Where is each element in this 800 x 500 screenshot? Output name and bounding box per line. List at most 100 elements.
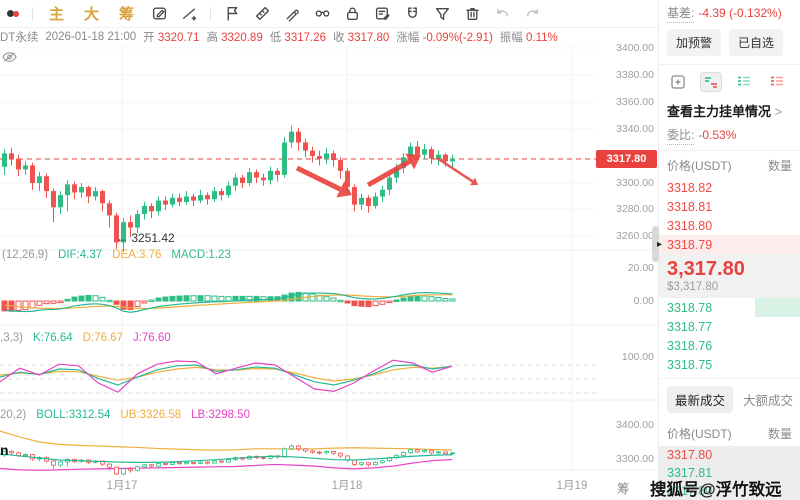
basis-row: 基差: -4.39 (-0.132%): [659, 0, 800, 27]
trend-line-icon[interactable]: [174, 2, 204, 26]
favorited-button[interactable]: 已自选: [729, 29, 784, 56]
drawing-toolbar: 主 大 筹: [0, 0, 660, 28]
ask-row[interactable]: 3318.82: [667, 180, 713, 195]
tab-chips[interactable]: 筹: [119, 6, 135, 23]
order-book-panel: 基差: -4.39 (-0.132%) 加预警 已自选 查看主力挂单情况 > 委比…: [658, 0, 800, 500]
low-value: 3317.26: [284, 32, 326, 44]
eye-slash-icon[interactable]: [2, 50, 17, 68]
axis-label: 20.00: [627, 262, 654, 274]
boll-labels: 20,2) BOLL:3312.54 UB:3326.58 LB:3298.50: [0, 409, 250, 421]
candle-datetime: 2026-01-18 21:00: [45, 31, 137, 43]
axis-label: 3360.00: [616, 96, 654, 108]
panel-scrollbar[interactable]: [652, 226, 659, 262]
divider: [210, 6, 212, 21]
symbol-label: DT永续: [0, 32, 39, 44]
trades-tabs: 最新成交 大额成交: [659, 378, 800, 419]
axis-label: 3260.00: [616, 230, 654, 242]
open-value: 3320.71: [157, 32, 200, 44]
collapse-panel-icon[interactable]: ▸: [657, 239, 663, 250]
book-header: 价格(USDT) 数量: [667, 159, 792, 173]
last-price-big[interactable]: 3,317.80: [667, 258, 745, 280]
ratio-row: 委比: -0.53%: [659, 125, 800, 151]
time-label: 1月17: [106, 480, 138, 492]
last-price-usd: $3,317.80: [667, 281, 719, 293]
ratio-value: -0.53%: [698, 128, 737, 142]
divider: [32, 6, 33, 21]
view-main-orders-link[interactable]: 查看主力挂单情况 >: [667, 104, 783, 119]
lock-icon[interactable]: [337, 2, 367, 26]
ask-row[interactable]: 3318.81: [667, 199, 713, 214]
axis-label: 3340.00: [616, 123, 654, 135]
tab-main-indicator[interactable]: 主: [49, 6, 65, 23]
trade-row[interactable]: 3317.80: [667, 448, 713, 462]
axis-label: 0.00: [633, 295, 654, 307]
boll-value: BOLL:3312.54: [36, 409, 111, 421]
trades-header: 价格(USDT) 数量: [667, 427, 792, 441]
kdj-labels: ,3,3) K:76.64 D:76.67 J:76.60: [0, 332, 171, 344]
bottom-tabs-partial[interactable]: 筹 爆: [617, 482, 676, 496]
ub-value: UB:3326.58: [120, 409, 182, 421]
high-value: 3320.89: [221, 32, 263, 44]
dif-value: DIF:4.37: [58, 249, 103, 261]
logo-dots-icon: [0, 10, 26, 17]
edit-note-icon[interactable]: [144, 2, 174, 26]
pen-icon[interactable]: [277, 2, 307, 26]
asks-list: 3318.82 3318.81 3318.80 3318.79: [659, 178, 800, 254]
d-value: D:76.67: [82, 332, 123, 344]
axis-label: 3400.00: [616, 419, 654, 431]
combined-book-icon[interactable]: [700, 72, 722, 92]
axis-label: 3380.00: [616, 69, 654, 81]
bid-row[interactable]: 3318.75: [667, 357, 713, 372]
low-price-annotation: ← 3251.42: [116, 231, 175, 245]
trade-row[interactable]: 3317.80: [667, 484, 713, 498]
bid-row[interactable]: 3318.78: [659, 298, 800, 317]
ask-row[interactable]: 3318.79: [659, 235, 800, 254]
time-label: 1月19: [556, 480, 588, 492]
main-chart[interactable]: [0, 45, 658, 475]
add-alert-button[interactable]: 加预警: [667, 29, 722, 56]
basis-value: -4.39 (-0.132%): [698, 6, 782, 20]
ruler-icon[interactable]: [247, 2, 277, 26]
close-value: 3317.80: [347, 32, 390, 44]
j-value: J:76.60: [132, 332, 171, 344]
axis-label: 3300.00: [616, 453, 654, 465]
tab-latest-trades[interactable]: 最新成交: [667, 386, 734, 413]
bid-row[interactable]: 3318.77: [667, 319, 713, 334]
ratio-label: 委比:: [667, 128, 695, 145]
trade-row[interactable]: 3317.81: [667, 466, 713, 480]
basis-label: 基差:: [667, 6, 695, 23]
tab-large-orders[interactable]: 大: [84, 6, 100, 23]
trash-icon[interactable]: [457, 2, 487, 26]
sell-book-icon[interactable]: [766, 72, 788, 92]
buy-book-icon[interactable]: [733, 72, 755, 92]
book-layout-switcher: [659, 65, 800, 97]
binoculars-icon[interactable]: [307, 2, 337, 26]
last-price-block: 3,317.80 $3,317.80: [659, 254, 800, 298]
dea-value: DEA:3.76: [112, 249, 162, 261]
k-value: K:76.64: [33, 332, 73, 344]
bids-list: 3318.78 3318.77 3318.76 3318.75: [659, 298, 800, 374]
axis-label: 100.00: [621, 351, 654, 363]
amplitude-value: 0.11%: [526, 32, 558, 44]
chevron-right-icon: >: [774, 104, 783, 119]
macd-value: MACD:1.23: [171, 249, 231, 261]
filter-icon[interactable]: [427, 2, 457, 26]
ask-row[interactable]: 3318.80: [667, 218, 713, 233]
axis-label: 3300.00: [616, 177, 654, 189]
redo-icon[interactable]: [517, 2, 547, 26]
tab-large-trades[interactable]: 大额成交: [743, 394, 794, 408]
flag-icon[interactable]: [217, 2, 247, 26]
magnet-icon[interactable]: [397, 2, 427, 26]
undo-icon[interactable]: [487, 2, 517, 26]
corner-letter: n: [0, 442, 9, 458]
axis-label: 3400.00: [616, 42, 654, 54]
change-value: -0.09%(-2.91): [422, 32, 493, 44]
time-label: 1月18: [331, 480, 363, 492]
lb-value: LB:3298.50: [191, 409, 250, 421]
macd-labels: (12,26,9) DIF:4.37 DEA:3.76 MACD:1.23: [2, 249, 231, 261]
bid-row[interactable]: 3318.76: [667, 338, 713, 353]
doc-edit-icon[interactable]: [367, 2, 397, 26]
custom-layout-icon[interactable]: [667, 72, 689, 92]
